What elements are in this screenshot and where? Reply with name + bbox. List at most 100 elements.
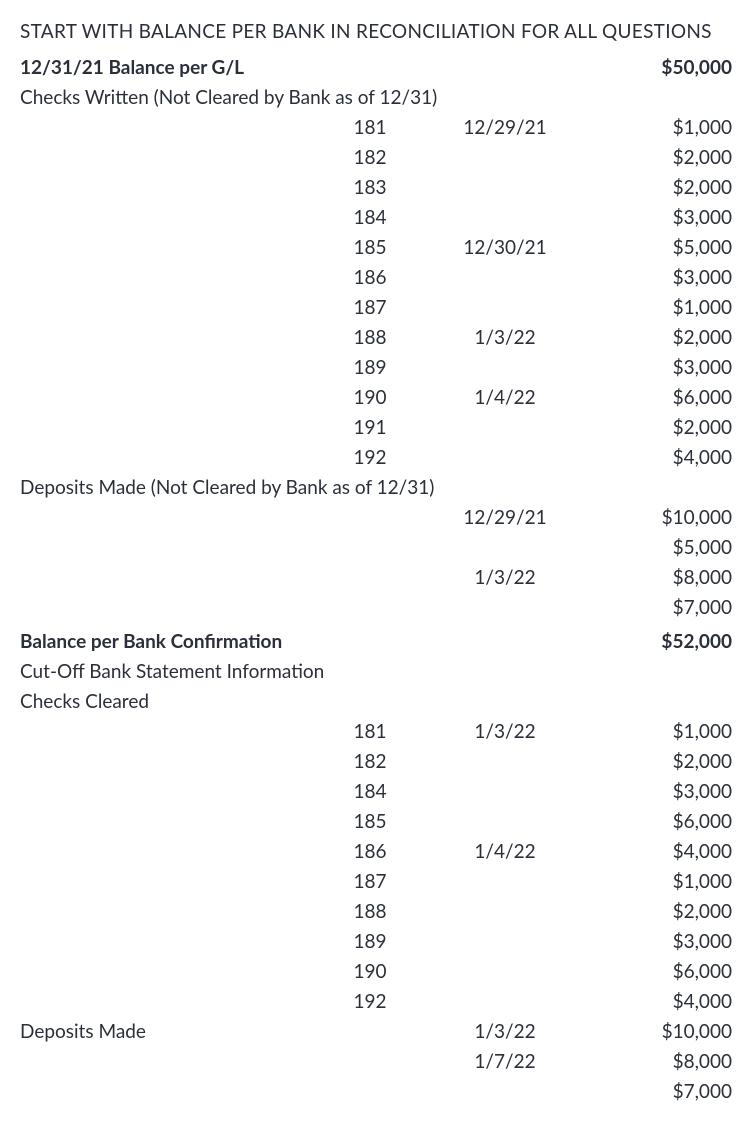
table-row: 189 $3,000 — [20, 353, 732, 383]
table-row: 191 $2,000 — [20, 413, 732, 443]
check-number: 181 — [310, 717, 430, 747]
checks-cleared-header: Checks Cleared — [20, 687, 732, 717]
table-row: 182 $2,000 — [20, 747, 732, 777]
check-number: 188 — [310, 323, 430, 353]
deposits-made-2-header: Deposits Made — [20, 1017, 310, 1047]
table-row: 12/29/21$10,000 — [20, 503, 732, 533]
date-value: 12/30/21 — [430, 233, 580, 263]
date-value — [430, 777, 580, 807]
check-number: 187 — [310, 867, 430, 897]
amount-value: $4,000 — [580, 837, 732, 867]
date-value — [430, 897, 580, 927]
table-row: 1811/3/22$1,000 — [20, 717, 732, 747]
date-value: 1/3/22 — [430, 717, 580, 747]
date-value — [430, 203, 580, 233]
table-row: 1901/4/22$6,000 — [20, 383, 732, 413]
date-value — [430, 987, 580, 1017]
check-number: 190 — [310, 957, 430, 987]
table-row: 18112/29/21$1,000 — [20, 113, 732, 143]
amount-value: $5,000 — [580, 233, 732, 263]
balance-gl-label: 12/31/21 Balance per G/L — [20, 53, 580, 83]
date-value — [430, 1077, 580, 1107]
check-number: 181 — [310, 113, 430, 143]
table-row: Deposits Made1/3/22$10,000 — [20, 1017, 732, 1047]
amount-value: $1,000 — [580, 293, 732, 323]
cutoff-header: Cut-Off Bank Statement Information — [20, 657, 732, 687]
amount-value: $10,000 — [580, 503, 732, 533]
table-row: $7,000 — [20, 1077, 732, 1107]
table-row: 1/3/22$8,000 — [20, 563, 732, 593]
table-row: $5,000 — [20, 533, 732, 563]
page-title: START WITH BALANCE PER BANK IN RECONCILI… — [20, 18, 732, 47]
amount-value: $6,000 — [580, 957, 732, 987]
amount-value: $7,000 — [580, 1077, 732, 1107]
date-value — [430, 143, 580, 173]
amount-value: $6,000 — [580, 807, 732, 837]
check-number: 187 — [310, 293, 430, 323]
table-row: 18512/30/21$5,000 — [20, 233, 732, 263]
check-number: 190 — [310, 383, 430, 413]
amount-value: $3,000 — [580, 927, 732, 957]
date-value — [430, 927, 580, 957]
table-row: 1/7/22$8,000 — [20, 1047, 732, 1077]
deposits-made-header: Deposits Made (Not Cleared by Bank as of… — [20, 473, 732, 503]
amount-value: $3,000 — [580, 777, 732, 807]
check-number: 182 — [310, 747, 430, 777]
date-value — [430, 747, 580, 777]
check-number: 189 — [310, 927, 430, 957]
check-number: 185 — [310, 233, 430, 263]
date-value — [430, 533, 580, 563]
table-row: 192$4,000 — [20, 987, 732, 1017]
balance-gl-amount: $50,000 — [580, 53, 732, 83]
date-value: 12/29/21 — [430, 113, 580, 143]
date-value: 1/7/22 — [430, 1047, 580, 1077]
amount-value: $3,000 — [580, 263, 732, 293]
amount-value: $2,000 — [580, 747, 732, 777]
check-number: 184 — [310, 203, 430, 233]
date-value: 1/4/22 — [430, 383, 580, 413]
table-row: 186 $3,000 — [20, 263, 732, 293]
check-number: 184 — [310, 777, 430, 807]
date-value — [430, 867, 580, 897]
table-row: 183 $2,000 — [20, 173, 732, 203]
table-row: 182$2,000 — [20, 143, 732, 173]
date-value — [430, 293, 580, 323]
amount-value: $2,000 — [580, 413, 732, 443]
check-number: 185 — [310, 807, 430, 837]
date-value — [430, 957, 580, 987]
checks-written-header: Checks Written (Not Cleared by Bank as o… — [20, 83, 732, 113]
check-number: 182 — [310, 143, 430, 173]
date-value: 1/3/22 — [430, 323, 580, 353]
amount-value: $10,000 — [580, 1017, 732, 1047]
check-number: 191 — [310, 413, 430, 443]
date-value — [430, 173, 580, 203]
amount-value: $5,000 — [580, 533, 732, 563]
table-row: 185 $6,000 — [20, 807, 732, 837]
check-number: 186 — [310, 837, 430, 867]
table-row: 184 $3,000 — [20, 777, 732, 807]
check-number: 192 — [310, 443, 430, 473]
date-value: 1/4/22 — [430, 837, 580, 867]
table-row: 192$4,000 — [20, 443, 732, 473]
table-row: $7,000 — [20, 593, 732, 623]
table-row: 184$3,000 — [20, 203, 732, 233]
balance-bank-amount: $52,000 — [580, 627, 732, 657]
date-value: 12/29/21 — [430, 503, 580, 533]
amount-value: $3,000 — [580, 353, 732, 383]
table-row: 188$2,000 — [20, 897, 732, 927]
amount-value: $8,000 — [580, 563, 732, 593]
amount-value: $1,000 — [580, 717, 732, 747]
amount-value: $2,000 — [580, 173, 732, 203]
check-number: 186 — [310, 263, 430, 293]
amount-value: $1,000 — [580, 867, 732, 897]
amount-value: $6,000 — [580, 383, 732, 413]
table-row: 187 $1,000 — [20, 293, 732, 323]
check-number: 192 — [310, 987, 430, 1017]
table-row: 187 $1,000 — [20, 867, 732, 897]
date-value — [430, 413, 580, 443]
date-value: 1/3/22 — [430, 563, 580, 593]
date-value — [430, 263, 580, 293]
check-number: 183 — [310, 173, 430, 203]
amount-value: $2,000 — [580, 897, 732, 927]
check-number: 189 — [310, 353, 430, 383]
